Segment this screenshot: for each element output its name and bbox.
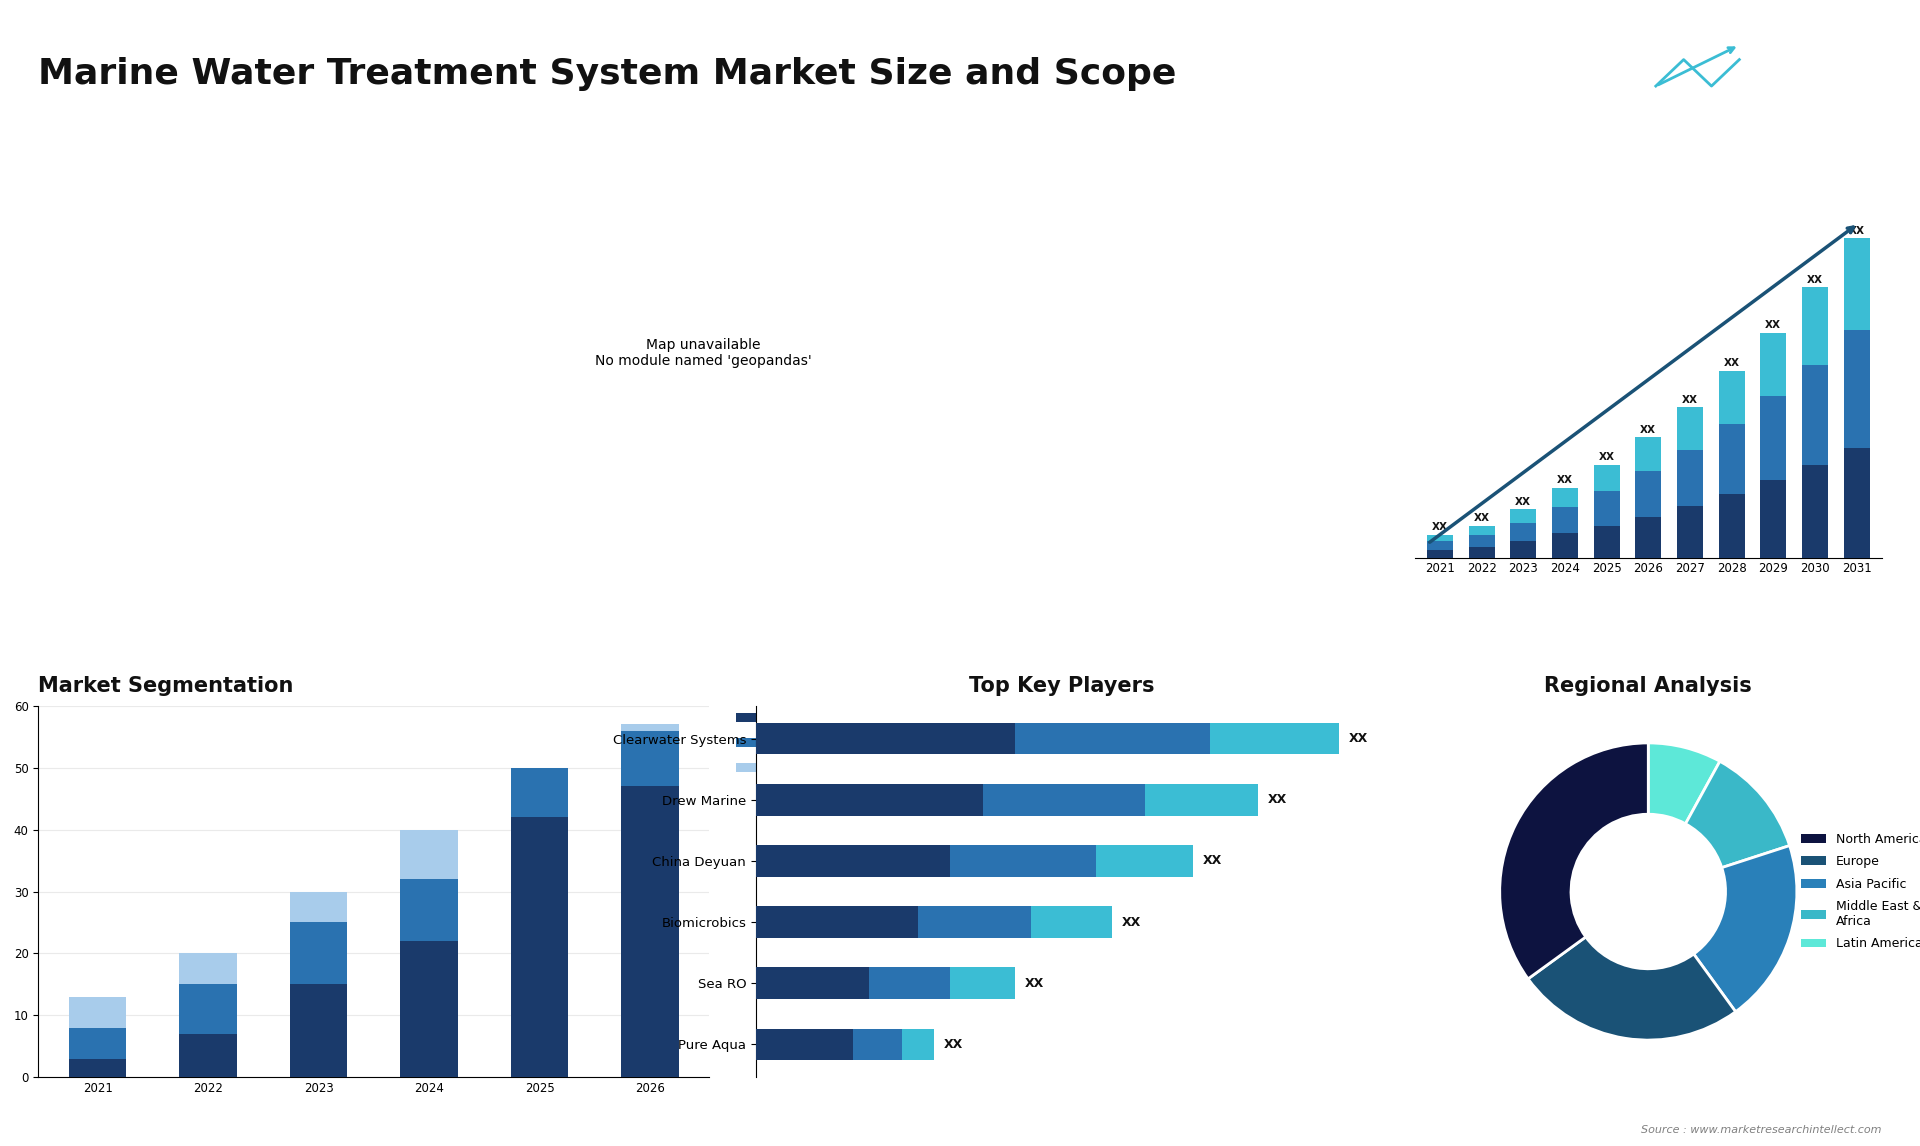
Title: Top Key Players: Top Key Players <box>970 676 1154 696</box>
Bar <box>1427 535 1453 541</box>
Bar <box>69 1059 127 1077</box>
Bar <box>756 845 950 877</box>
Bar <box>290 984 348 1077</box>
Bar <box>983 784 1144 816</box>
Text: XX: XX <box>1764 320 1782 330</box>
Bar <box>1718 370 1745 424</box>
Bar <box>756 723 1016 754</box>
Bar <box>1031 906 1112 939</box>
Bar <box>179 984 236 1034</box>
Text: XX: XX <box>1432 523 1448 533</box>
Bar <box>852 1029 902 1060</box>
Bar <box>1096 845 1194 877</box>
Bar <box>1144 784 1258 816</box>
Text: XX: XX <box>1515 496 1532 507</box>
Text: XX: XX <box>1267 793 1286 807</box>
Text: Market Segmentation: Market Segmentation <box>38 676 294 696</box>
Bar <box>1016 723 1210 754</box>
Bar <box>1718 424 1745 494</box>
Text: XX: XX <box>1475 513 1490 524</box>
Bar <box>1636 517 1661 558</box>
Bar <box>1511 523 1536 541</box>
Wedge shape <box>1686 761 1789 868</box>
Bar <box>1761 332 1786 397</box>
Bar <box>1843 448 1870 558</box>
Bar <box>1803 364 1828 465</box>
Wedge shape <box>1693 846 1797 1012</box>
Bar <box>756 784 983 816</box>
Bar <box>1761 480 1786 558</box>
Bar <box>1636 471 1661 517</box>
Bar <box>950 967 1016 999</box>
Bar <box>1551 533 1578 558</box>
Bar <box>1594 490 1620 526</box>
Bar <box>1511 541 1536 558</box>
Text: XX: XX <box>1807 275 1822 284</box>
Bar <box>399 879 457 941</box>
Text: XX: XX <box>1350 732 1369 745</box>
Bar <box>69 997 127 1028</box>
Bar <box>1469 547 1494 558</box>
Bar <box>179 1034 236 1077</box>
Text: XX: XX <box>1849 226 1864 236</box>
Bar <box>1511 509 1536 523</box>
Bar <box>1761 397 1786 480</box>
Wedge shape <box>1647 743 1720 824</box>
Bar <box>1636 438 1661 471</box>
Bar <box>1594 465 1620 490</box>
Bar <box>756 967 870 999</box>
Legend: Type, Application, Geography: Type, Application, Geography <box>735 713 847 775</box>
Bar <box>1803 286 1828 364</box>
Text: XX: XX <box>1204 855 1223 868</box>
Bar <box>1210 723 1338 754</box>
Bar <box>1676 505 1703 558</box>
Bar <box>756 906 918 939</box>
Text: XX: XX <box>1724 359 1740 368</box>
Text: Marine Water Treatment System Market Size and Scope: Marine Water Treatment System Market Siz… <box>38 57 1177 92</box>
Bar <box>918 906 1031 939</box>
Bar <box>290 892 348 923</box>
Text: XX: XX <box>1599 453 1615 463</box>
Bar <box>399 830 457 879</box>
Wedge shape <box>1500 743 1647 979</box>
Text: XX: XX <box>1557 476 1572 485</box>
Bar <box>511 817 568 1077</box>
Bar <box>1469 535 1494 547</box>
Bar <box>1469 526 1494 535</box>
Bar <box>1427 550 1453 558</box>
Bar <box>69 1028 127 1059</box>
Bar <box>950 845 1096 877</box>
Text: Map unavailable
No module named 'geopandas': Map unavailable No module named 'geopand… <box>595 338 812 368</box>
Text: XX: XX <box>1025 976 1044 990</box>
Text: XX: XX <box>1682 394 1697 405</box>
Bar <box>622 730 678 786</box>
Text: Source : www.marketresearchintellect.com: Source : www.marketresearchintellect.com <box>1642 1124 1882 1135</box>
Text: MARKET
RESEARCH
INTELLECT: MARKET RESEARCH INTELLECT <box>1784 42 1834 72</box>
Bar <box>1843 238 1870 330</box>
Bar <box>1676 449 1703 505</box>
Bar <box>1551 488 1578 508</box>
Bar <box>902 1029 933 1060</box>
Text: XX: XX <box>1121 916 1140 928</box>
Bar <box>290 923 348 984</box>
Bar <box>1718 494 1745 558</box>
Legend: North America, Europe, Asia Pacific, Middle East &
Africa, Latin America: North America, Europe, Asia Pacific, Mid… <box>1795 827 1920 956</box>
Title: Regional Analysis: Regional Analysis <box>1544 676 1753 696</box>
Bar <box>179 953 236 984</box>
Bar <box>1551 508 1578 533</box>
Bar <box>622 724 678 730</box>
Wedge shape <box>1528 937 1736 1041</box>
Bar <box>1594 526 1620 558</box>
Bar <box>870 967 950 999</box>
Bar <box>622 786 678 1077</box>
Bar <box>1803 465 1828 558</box>
Text: XX: XX <box>1640 425 1657 435</box>
Bar <box>1427 541 1453 550</box>
Text: XX: XX <box>945 1038 964 1051</box>
Bar <box>399 941 457 1077</box>
Bar <box>511 768 568 817</box>
Bar <box>756 1029 852 1060</box>
Bar <box>1676 407 1703 449</box>
Bar <box>1843 330 1870 448</box>
